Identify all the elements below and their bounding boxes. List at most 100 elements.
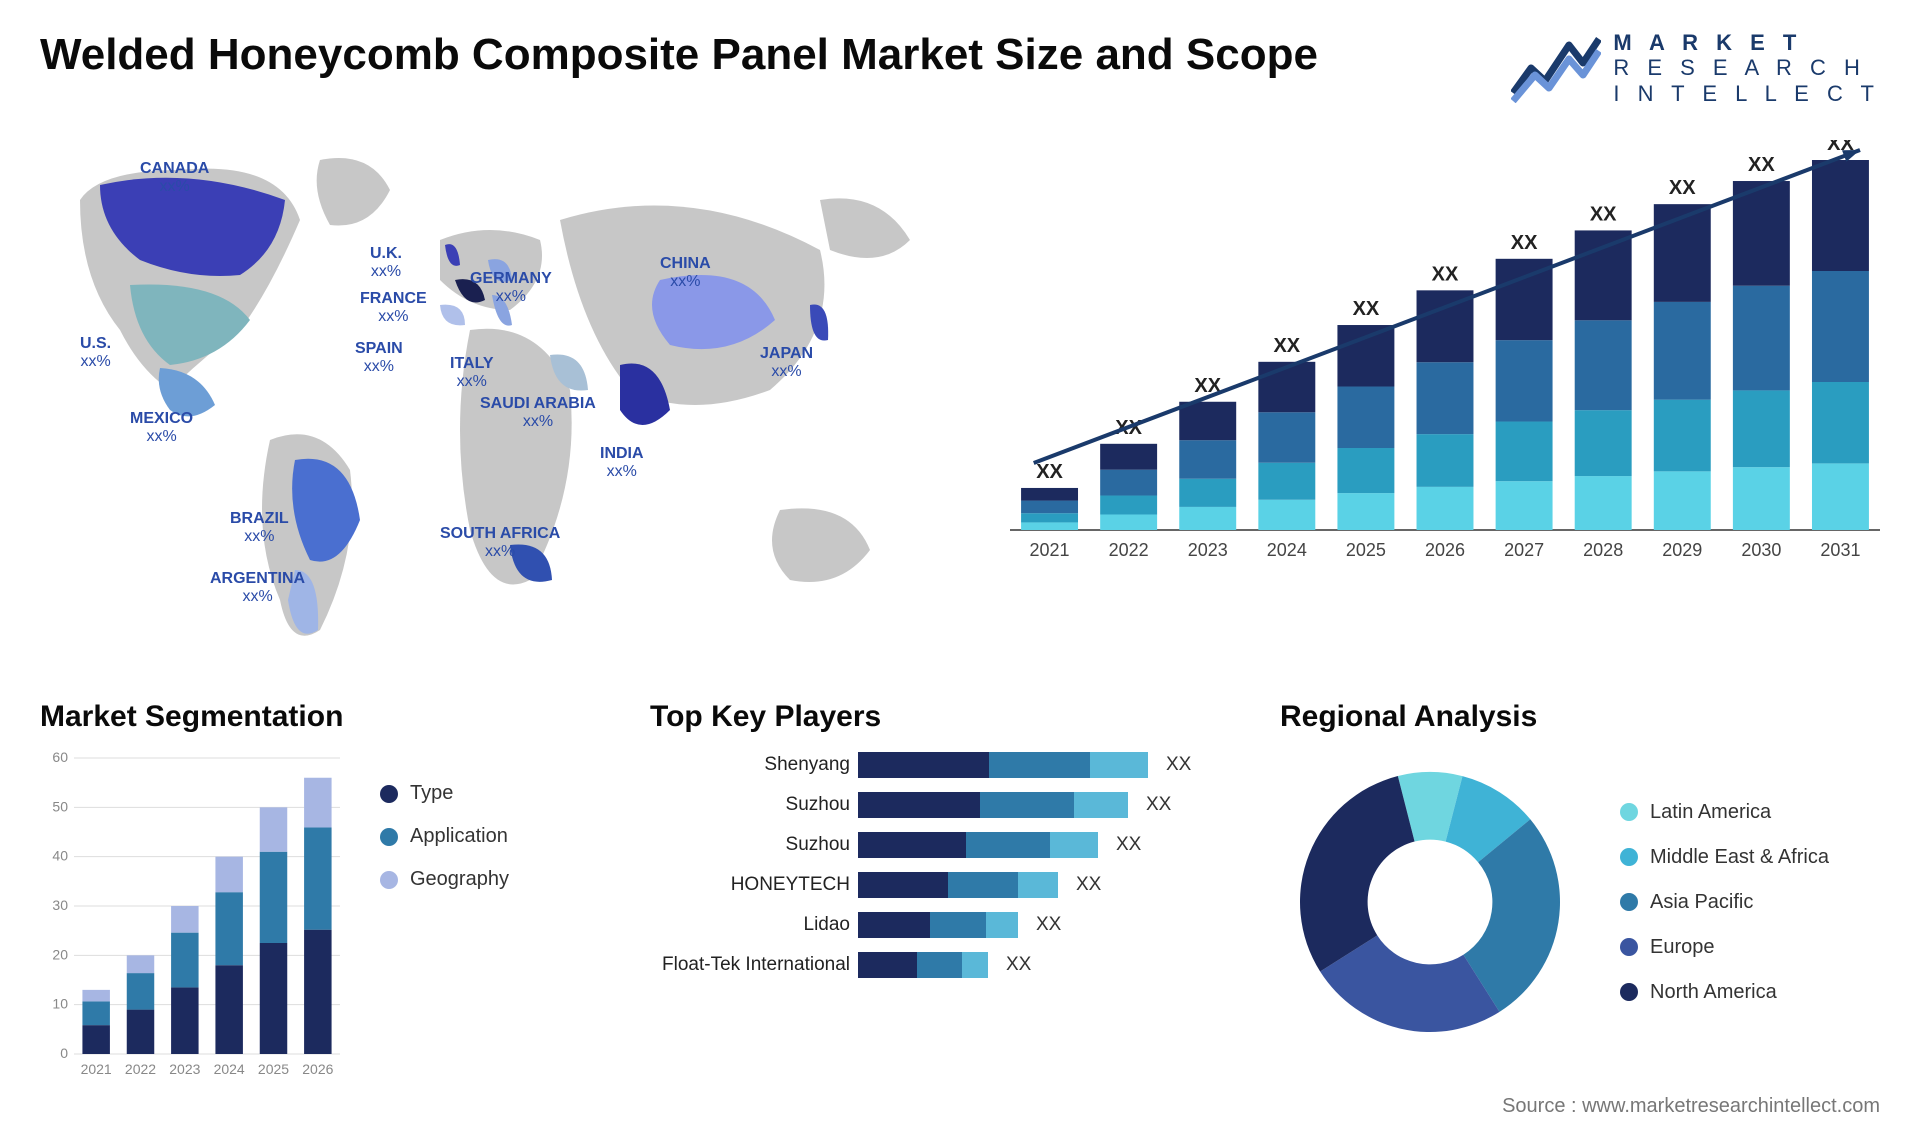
map-label-italy: ITALYxx%	[450, 355, 494, 390]
player-bar	[858, 872, 1058, 898]
player-value: XX	[1006, 954, 1031, 976]
svg-text:60: 60	[52, 752, 68, 765]
logo-icon	[1511, 33, 1601, 103]
svg-text:50: 50	[52, 798, 68, 814]
svg-text:2028: 2028	[1583, 540, 1623, 560]
svg-text:2021: 2021	[81, 1061, 112, 1077]
regional-section: Regional Analysis Latin America Middle Ea…	[1280, 700, 1880, 1052]
player-name: Float-Tek International	[650, 954, 850, 976]
map-label-southafrica: SOUTH AFRICAxx%	[440, 525, 560, 560]
regional-donut	[1280, 752, 1580, 1052]
player-value: XX	[1036, 914, 1061, 936]
seg-legend-item: Type	[380, 782, 509, 805]
player-row: Shenyang XX	[650, 752, 1210, 778]
logo-text: M A R K E T R E S E A R C H I N T E L L …	[1613, 30, 1880, 106]
svg-text:XX: XX	[1432, 263, 1459, 285]
svg-text:2030: 2030	[1741, 540, 1781, 560]
regional-legend-item: North America	[1620, 981, 1829, 1004]
svg-text:2025: 2025	[258, 1061, 289, 1077]
player-row: Suzhou XX	[650, 792, 1210, 818]
map-label-germany: GERMANYxx%	[470, 270, 552, 305]
player-value: XX	[1116, 834, 1141, 856]
svg-text:2023: 2023	[1188, 540, 1228, 560]
seg-legend-item: Geography	[380, 868, 509, 891]
map-label-canada: CANADAxx%	[140, 160, 209, 195]
player-value: XX	[1076, 874, 1101, 896]
map-label-uk: U.K.xx%	[370, 245, 402, 280]
segmentation-svg: 0 10 20 30 40 50 60 2021 2022 2023 2024 2025 2026	[40, 752, 340, 1082]
map-label-india: INDIAxx%	[600, 445, 644, 480]
svg-text:XX: XX	[1511, 232, 1538, 254]
map-label-spain: SPAINxx%	[355, 340, 403, 375]
player-bar	[858, 752, 1148, 778]
svg-text:0: 0	[60, 1045, 68, 1061]
svg-text:XX: XX	[1669, 177, 1696, 199]
player-row: Suzhou XX	[650, 832, 1210, 858]
segmentation-legend: Type Application Geography	[380, 782, 509, 891]
svg-text:30: 30	[52, 897, 68, 913]
svg-text:2029: 2029	[1662, 540, 1702, 560]
svg-text:20: 20	[52, 946, 68, 962]
svg-text:2025: 2025	[1346, 540, 1386, 560]
map-label-us: U.S.xx%	[80, 335, 111, 370]
growth-bar-chart: XX2021XX2022XX2023XX2024XX2025XX2026XX20…	[1000, 140, 1880, 640]
segmentation-section: Market Segmentation 0 10 20 30 40 50 60 2021 202…	[40, 700, 600, 1082]
svg-text:XX: XX	[1353, 298, 1380, 320]
map-label-argentina: ARGENTINAxx%	[210, 570, 305, 605]
svg-text:XX: XX	[1590, 203, 1617, 225]
player-bar	[858, 832, 1098, 858]
svg-text:XX: XX	[1273, 335, 1300, 357]
world-map: CANADAxx% U.S.xx% MEXICOxx% BRAZILxx% ARGENT…	[40, 130, 940, 660]
seg-legend-item: Application	[380, 825, 509, 848]
svg-text:XX: XX	[1036, 461, 1063, 483]
players-title: Top Key Players	[650, 700, 1210, 734]
logo-line1: M A R K E T	[1613, 30, 1880, 55]
svg-text:2022: 2022	[1109, 540, 1149, 560]
segmentation-title: Market Segmentation	[40, 700, 600, 734]
logo-line3: I N T E L L E C T	[1613, 81, 1880, 106]
growth-chart-svg: XX2021XX2022XX2023XX2024XX2025XX2026XX20…	[1000, 140, 1880, 640]
regional-legend-item: Latin America	[1620, 801, 1829, 824]
player-bar	[858, 952, 988, 978]
donut-svg	[1280, 752, 1580, 1052]
svg-text:2022: 2022	[125, 1061, 156, 1077]
regional-legend: Latin America Middle East & Africa Asia Pa…	[1620, 801, 1829, 1004]
svg-text:2024: 2024	[214, 1061, 245, 1077]
player-bar	[858, 792, 1128, 818]
svg-text:40: 40	[52, 848, 68, 864]
svg-text:2021: 2021	[1030, 540, 1070, 560]
source-attribution: Source : www.marketresearchintellect.com	[1502, 1095, 1880, 1118]
segmentation-chart: 0 10 20 30 40 50 60 2021 2022 2023 2024 2025 2026	[40, 752, 340, 1082]
svg-text:10: 10	[52, 996, 68, 1012]
player-name: Suzhou	[650, 794, 850, 816]
regional-title: Regional Analysis	[1280, 700, 1880, 734]
svg-text:XX: XX	[1748, 154, 1775, 176]
map-label-brazil: BRAZILxx%	[230, 510, 289, 545]
svg-text:2027: 2027	[1504, 540, 1544, 560]
player-row: HONEYTECHXX	[650, 872, 1210, 898]
map-label-japan: JAPANxx%	[760, 345, 813, 380]
map-label-mexico: MEXICOxx%	[130, 410, 193, 445]
players-section: Top Key Players ShenyangXXSuzhouXXSuzhou…	[650, 700, 1210, 978]
regional-legend-item: Europe	[1620, 936, 1829, 959]
svg-text:2026: 2026	[1425, 540, 1465, 560]
header: Welded Honeycomb Composite Panel Market …	[40, 30, 1880, 106]
svg-text:2026: 2026	[302, 1061, 333, 1077]
player-name: Lidao	[650, 914, 850, 936]
svg-text:2023: 2023	[169, 1061, 200, 1077]
player-name: Suzhou	[650, 834, 850, 856]
player-name: Shenyang	[650, 754, 850, 776]
regional-legend-item: Middle East & Africa	[1620, 846, 1829, 869]
player-row: Lidao XX	[650, 912, 1210, 938]
regional-legend-item: Asia Pacific	[1620, 891, 1829, 914]
player-row: Float-Tek International XX	[650, 952, 1210, 978]
player-bar	[858, 912, 1018, 938]
player-value: XX	[1146, 794, 1171, 816]
brand-logo: M A R K E T R E S E A R C H I N T E L L …	[1511, 30, 1880, 106]
player-value: XX	[1166, 754, 1191, 776]
svg-text:2031: 2031	[1820, 540, 1860, 560]
page-title: Welded Honeycomb Composite Panel Market …	[40, 30, 1318, 80]
players-chart: ShenyangXXSuzhouXXSuzhouXXHONEYTECHXXLid…	[650, 752, 1210, 978]
logo-line2: R E S E A R C H	[1613, 55, 1880, 80]
map-label-china: CHINAxx%	[660, 255, 711, 290]
